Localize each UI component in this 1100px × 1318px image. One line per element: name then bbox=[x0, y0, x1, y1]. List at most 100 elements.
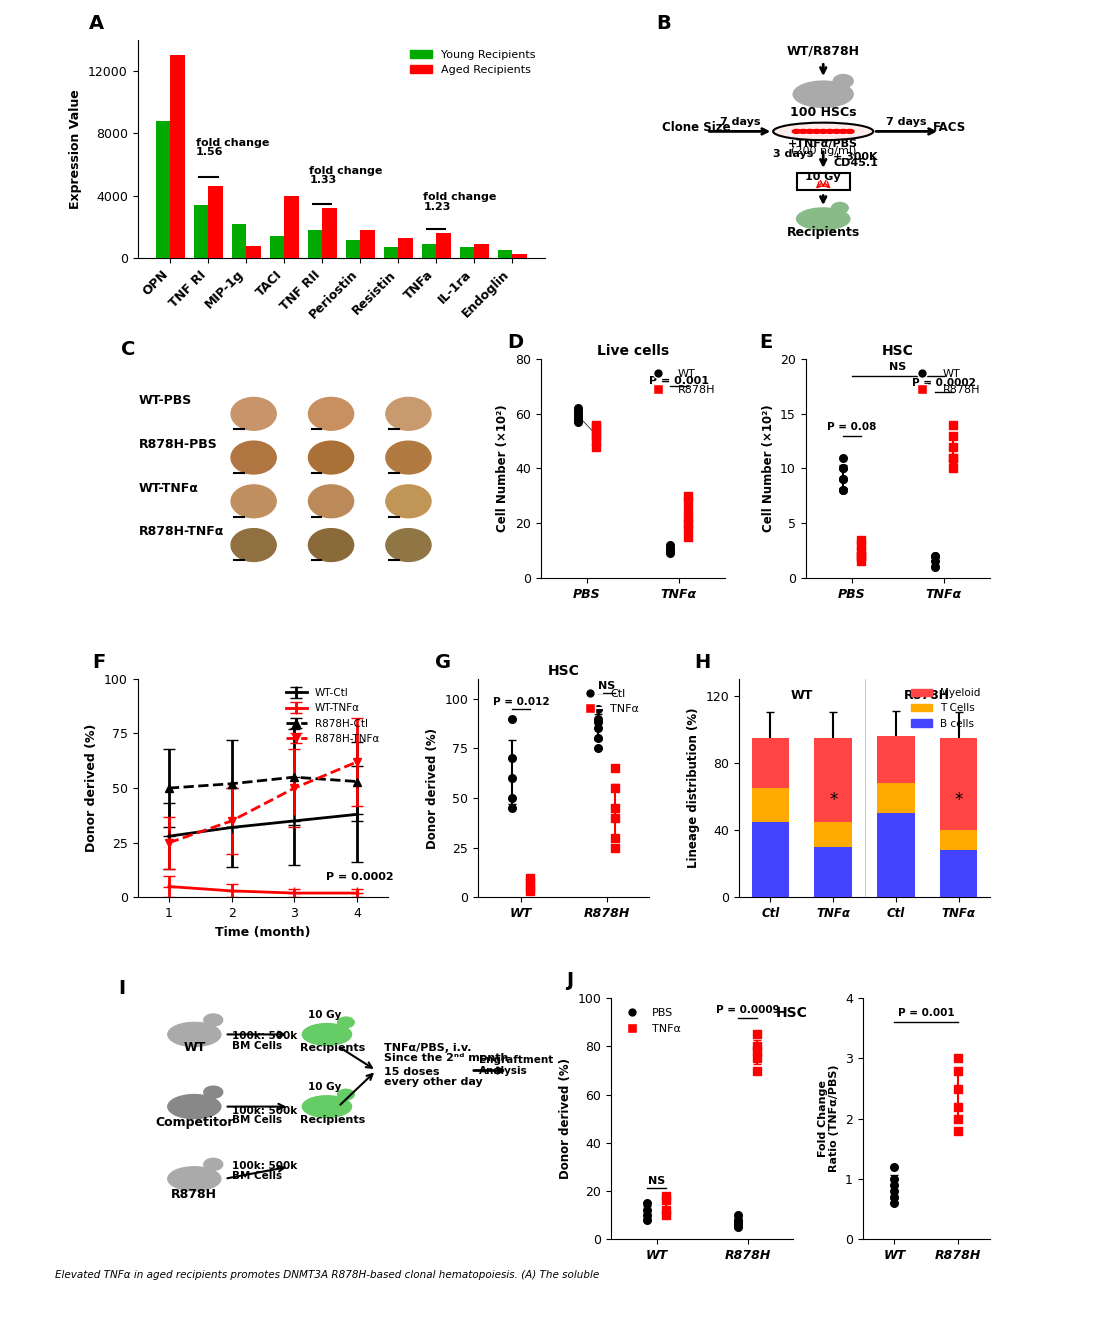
Point bbox=[944, 414, 961, 435]
Bar bbox=[939, 738, 978, 830]
Ellipse shape bbox=[813, 129, 821, 133]
Point bbox=[949, 1078, 967, 1099]
Ellipse shape bbox=[820, 129, 827, 133]
Point bbox=[590, 728, 607, 749]
Point bbox=[852, 540, 870, 561]
Text: B: B bbox=[657, 13, 671, 33]
Text: NS: NS bbox=[648, 1176, 666, 1186]
Y-axis label: Cell Number (×10²): Cell Number (×10²) bbox=[496, 405, 509, 532]
Text: P = 0.0002: P = 0.0002 bbox=[326, 873, 394, 882]
Bar bbox=[751, 788, 789, 821]
Point bbox=[590, 699, 607, 720]
Ellipse shape bbox=[302, 1024, 352, 1045]
Point bbox=[661, 538, 679, 559]
Ellipse shape bbox=[839, 129, 847, 133]
Legend: PBS, TNFα: PBS, TNFα bbox=[617, 1004, 685, 1039]
Point bbox=[748, 1036, 766, 1057]
Point bbox=[639, 1205, 657, 1226]
Point bbox=[944, 447, 961, 468]
Point bbox=[886, 1180, 903, 1201]
Point bbox=[926, 546, 944, 567]
Point bbox=[587, 422, 605, 443]
Ellipse shape bbox=[386, 529, 431, 561]
Point bbox=[852, 546, 870, 567]
Bar bbox=[194, 206, 208, 258]
Circle shape bbox=[338, 1017, 354, 1028]
Y-axis label: Expression Value: Expression Value bbox=[69, 90, 82, 208]
Title: HSC: HSC bbox=[548, 663, 580, 677]
Point bbox=[748, 1048, 766, 1069]
Text: P = 0.08: P = 0.08 bbox=[827, 422, 877, 432]
Point bbox=[748, 1041, 766, 1062]
Point bbox=[852, 546, 870, 567]
Bar bbox=[877, 735, 915, 783]
Ellipse shape bbox=[308, 442, 353, 474]
Ellipse shape bbox=[231, 398, 276, 430]
Bar bbox=[751, 738, 789, 788]
Bar bbox=[246, 245, 261, 258]
Point bbox=[661, 543, 679, 564]
Text: + 300K: + 300K bbox=[833, 152, 878, 162]
Ellipse shape bbox=[805, 129, 814, 133]
Point bbox=[606, 778, 624, 799]
Point bbox=[657, 1199, 674, 1220]
Point bbox=[680, 490, 697, 511]
Point bbox=[606, 837, 624, 858]
Point bbox=[834, 480, 851, 501]
Text: A: A bbox=[89, 13, 103, 33]
Text: NS: NS bbox=[598, 680, 615, 691]
Legend: Young Recipients, Aged Recipients: Young Recipients, Aged Recipients bbox=[405, 45, 540, 79]
Ellipse shape bbox=[792, 129, 801, 133]
Point bbox=[834, 447, 851, 468]
Point bbox=[834, 457, 851, 478]
Bar bbox=[474, 244, 488, 258]
Bar bbox=[498, 250, 513, 258]
Text: 100k: 500k: 100k: 500k bbox=[232, 1031, 297, 1041]
Text: R878H-PBS: R878H-PBS bbox=[139, 438, 218, 451]
Text: P = 0.0002: P = 0.0002 bbox=[912, 378, 976, 389]
Text: D: D bbox=[507, 333, 524, 352]
Text: +TNFα/PBS: +TNFα/PBS bbox=[789, 138, 858, 149]
Text: FACS: FACS bbox=[933, 121, 967, 134]
Point bbox=[587, 426, 605, 447]
Y-axis label: Donor derived (%): Donor derived (%) bbox=[86, 724, 98, 853]
Text: R878H-TNFα: R878H-TNFα bbox=[139, 526, 224, 539]
Point bbox=[886, 1156, 903, 1177]
Bar bbox=[796, 173, 850, 191]
Title: Live cells: Live cells bbox=[597, 344, 669, 358]
Bar bbox=[437, 233, 451, 258]
Ellipse shape bbox=[231, 442, 276, 474]
Point bbox=[520, 876, 538, 898]
Point bbox=[944, 457, 961, 478]
Point bbox=[590, 712, 607, 733]
Bar bbox=[170, 55, 185, 258]
Ellipse shape bbox=[308, 398, 353, 430]
Bar bbox=[232, 224, 246, 258]
Point bbox=[834, 469, 851, 490]
Legend: Myeloid, T Cells, B cells: Myeloid, T Cells, B cells bbox=[906, 684, 984, 733]
Ellipse shape bbox=[308, 485, 353, 518]
Point bbox=[606, 758, 624, 779]
Text: TNFα/PBS, i.v.: TNFα/PBS, i.v. bbox=[384, 1044, 471, 1053]
Point bbox=[729, 1217, 747, 1238]
Text: BM Cells: BM Cells bbox=[232, 1115, 283, 1126]
Point bbox=[949, 1060, 967, 1081]
Ellipse shape bbox=[231, 485, 276, 518]
Bar bbox=[285, 196, 299, 258]
Y-axis label: Donor derived (%): Donor derived (%) bbox=[426, 728, 439, 849]
Point bbox=[949, 1097, 967, 1118]
Ellipse shape bbox=[168, 1094, 221, 1119]
Point bbox=[590, 738, 607, 759]
Point bbox=[680, 513, 697, 534]
Text: P = 0.0009: P = 0.0009 bbox=[716, 1004, 780, 1015]
Text: WT: WT bbox=[791, 689, 813, 702]
Text: 1.23: 1.23 bbox=[424, 202, 451, 212]
Bar bbox=[361, 231, 375, 258]
Ellipse shape bbox=[846, 129, 854, 133]
Bar bbox=[513, 253, 527, 258]
Point bbox=[657, 1190, 674, 1211]
Point bbox=[569, 409, 586, 430]
Text: 1.33: 1.33 bbox=[309, 175, 337, 186]
Point bbox=[680, 507, 697, 529]
Point bbox=[606, 797, 624, 818]
